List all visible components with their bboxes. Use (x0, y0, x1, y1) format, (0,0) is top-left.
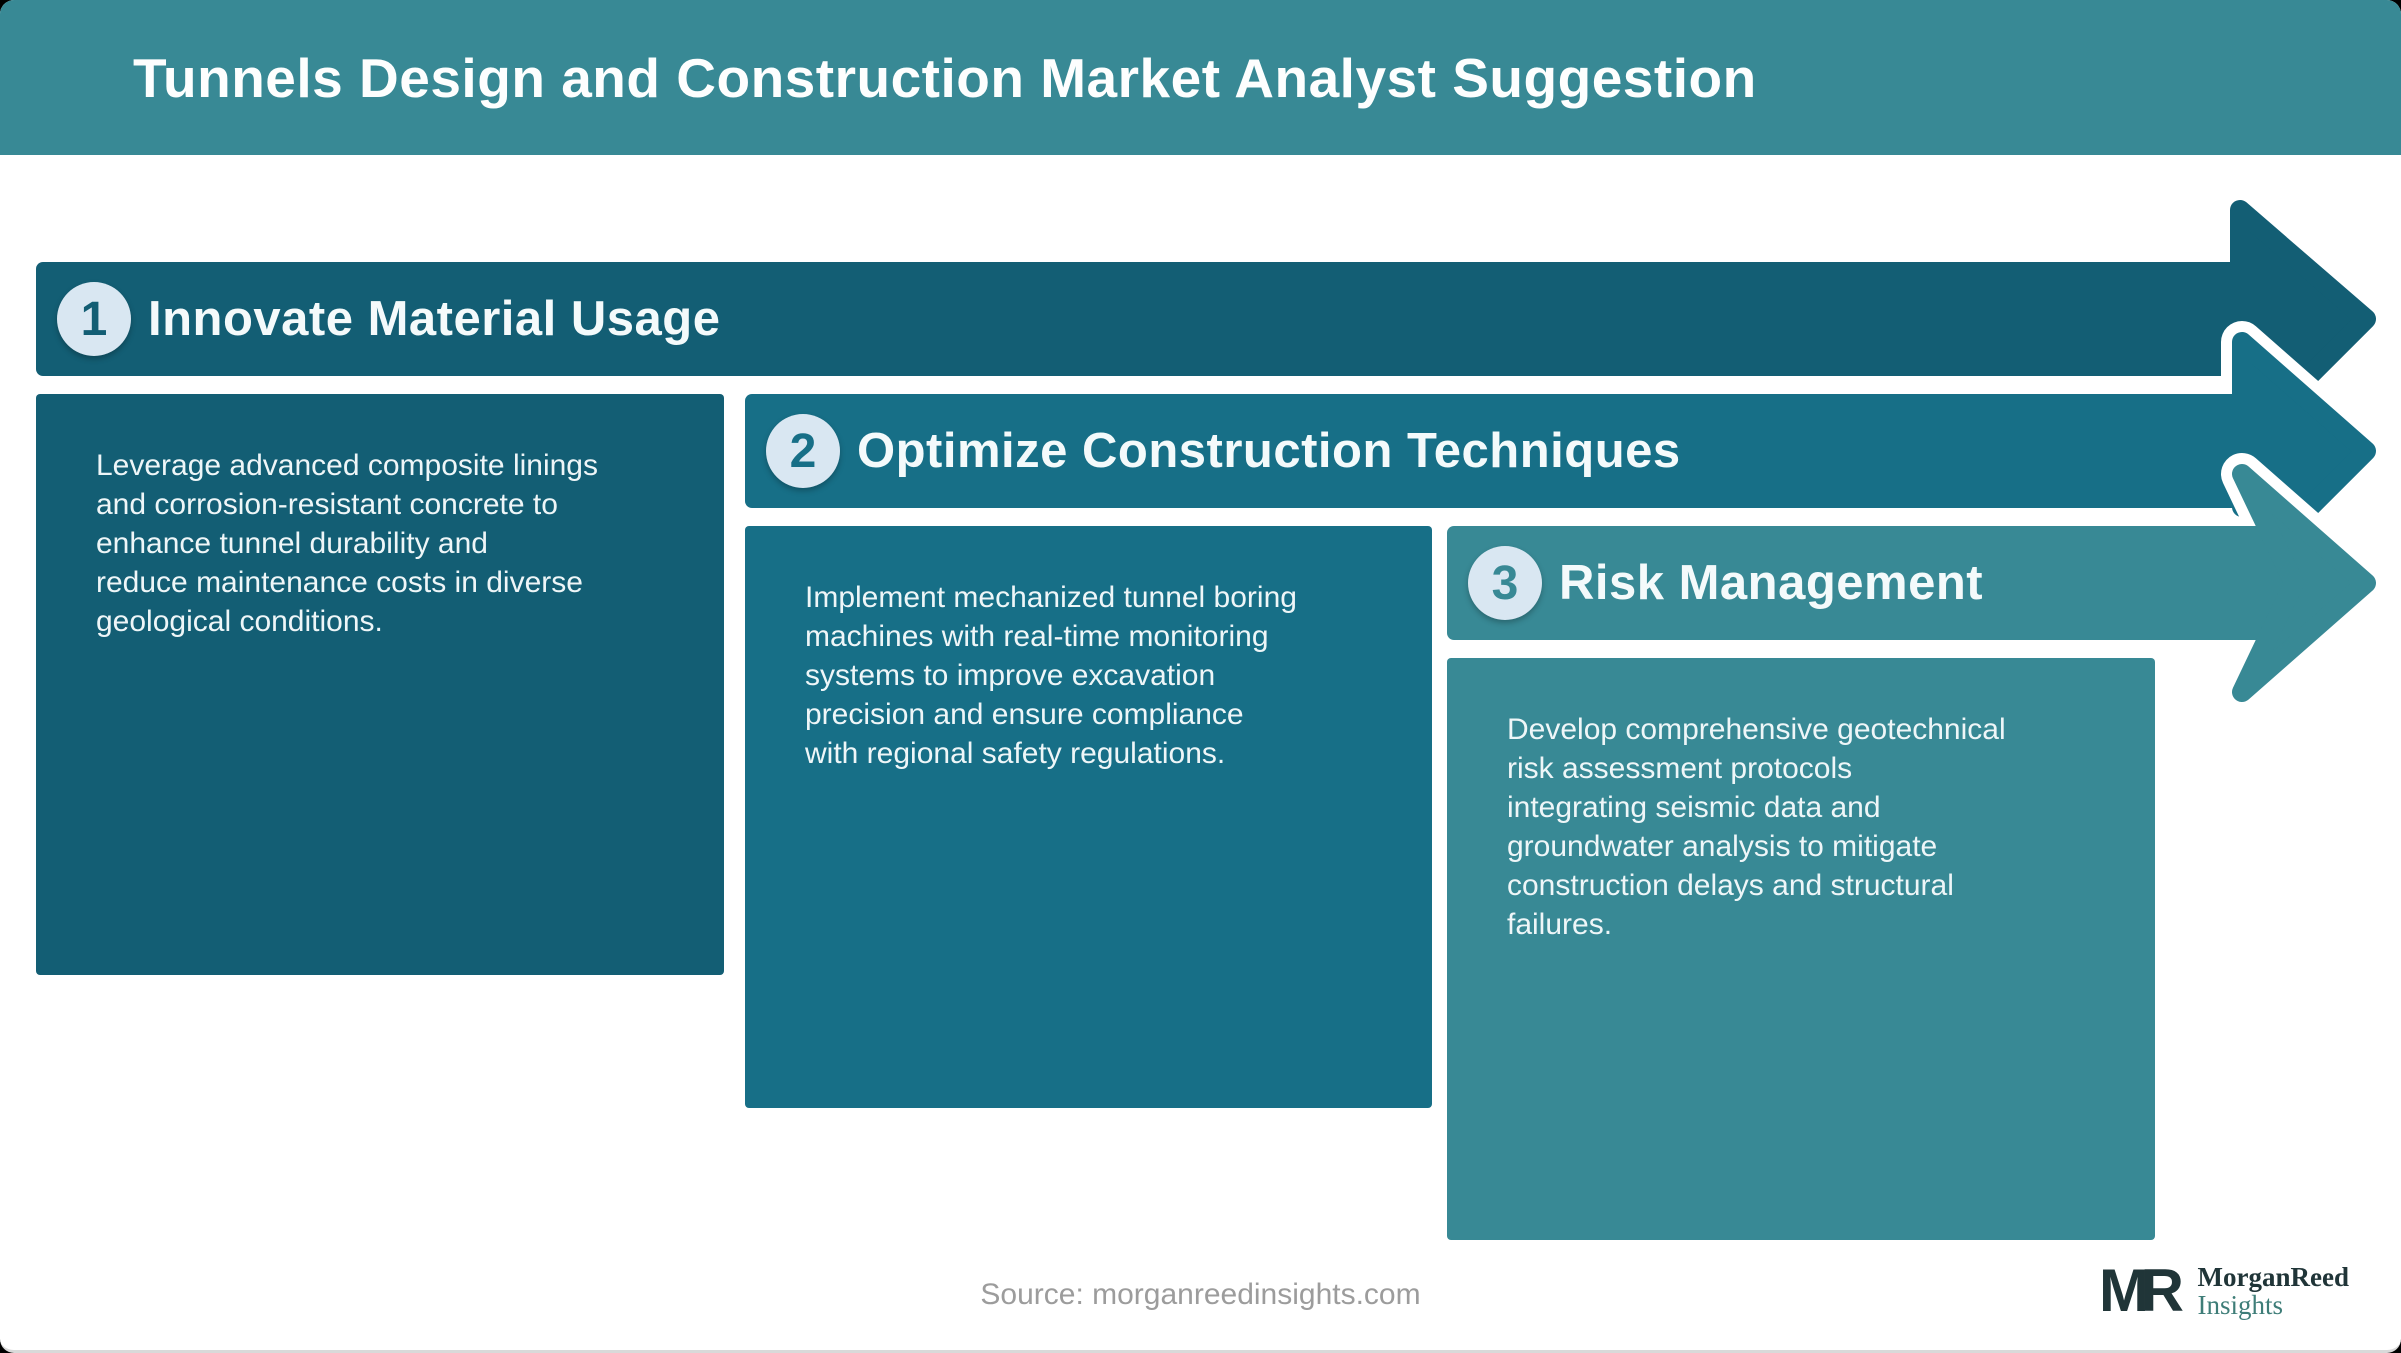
step3-description-card: Develop comprehensive geotechnical risk a… (1447, 658, 2155, 1240)
source-text: Source: morganreedinsights.com (980, 1278, 1421, 1311)
step3-arrow (1447, 453, 2387, 713)
step3-number-badge: 3 (1468, 546, 1542, 620)
page-title: Tunnels Design and Construction Market A… (133, 46, 1757, 109)
step2-description-card: Implement mechanized tunnel boring machin… (745, 526, 1432, 1108)
step2-title: Optimize Construction Techniques (857, 424, 1681, 478)
step2-arrow (745, 321, 2387, 528)
brand-logo: MR MorganReed Insights (2099, 1256, 2349, 1325)
step1-number: 1 (80, 292, 108, 346)
step2-arrow-band (745, 394, 2262, 508)
step2-description: Implement mechanized tunnel boring machin… (805, 581, 1297, 770)
step1-description: Leverage advanced composite linings and c… (96, 449, 598, 638)
step1-title: Innovate Material Usage (148, 292, 721, 346)
step3-arrowhead-icon (2232, 464, 2376, 702)
step1-arrow-band (36, 262, 2250, 376)
step1-arrow (36, 200, 2376, 385)
logo-monogram-icon: MR (2099, 1257, 2184, 1324)
step3-title: Risk Management (1559, 556, 1984, 610)
logo-tagline: Insights (2197, 1289, 2284, 1320)
step2-number-badge: 2 (766, 414, 840, 488)
step1-description-card: Leverage advanced composite linings and c… (36, 394, 724, 975)
step3-arrow-band (1447, 526, 2302, 640)
logo-name: MorganReed (2197, 1261, 2349, 1292)
header-band: Tunnels Design and Construction Market A… (0, 0, 2401, 155)
logo-text: MorganReed Insights (2198, 1263, 2349, 1319)
step1-number-badge: 1 (57, 282, 131, 356)
step3-description: Develop comprehensive geotechnical risk a… (1507, 713, 2006, 941)
step3-number: 3 (1491, 556, 1519, 610)
step2-number: 2 (789, 424, 817, 478)
